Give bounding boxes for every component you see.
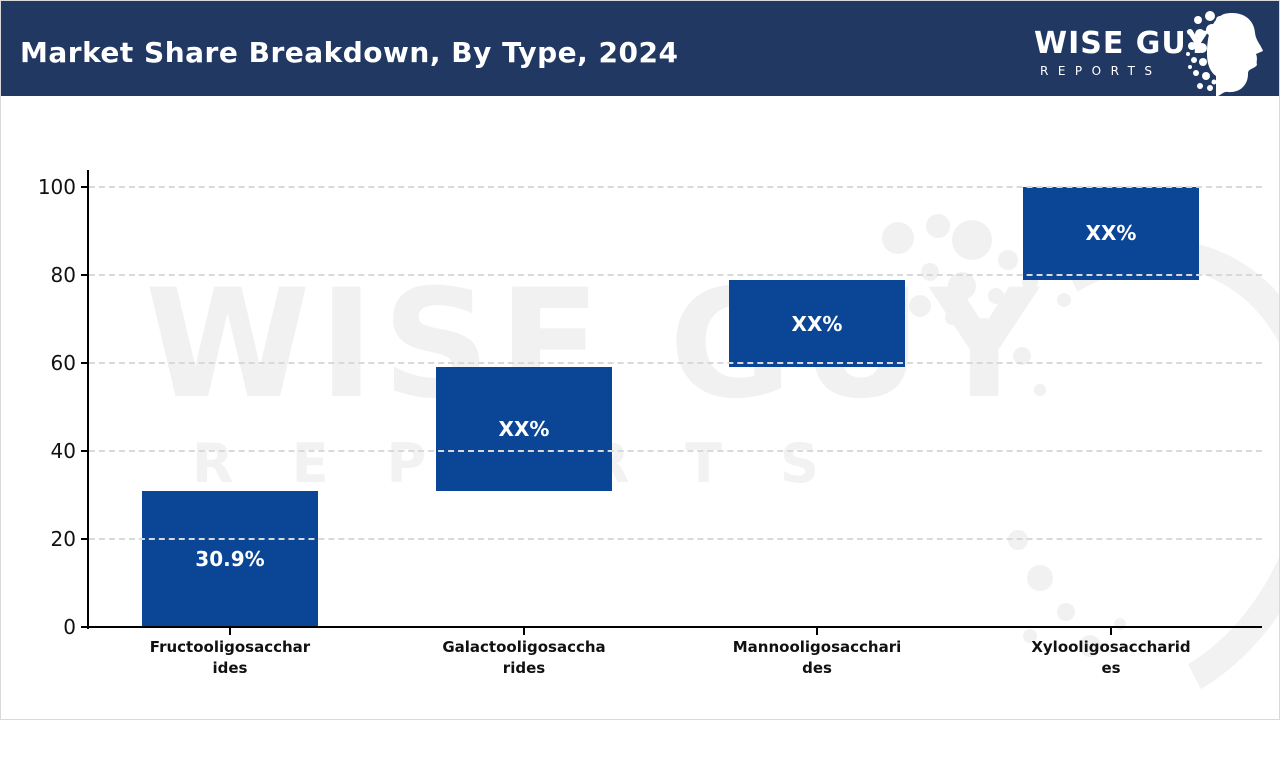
bar-value-label: 30.9%: [195, 547, 265, 571]
category-label-line: Fructooligosacchar: [149, 638, 311, 656]
x-tick-mark: [816, 628, 818, 635]
y-tick-label: 0: [63, 615, 76, 639]
y-tick-label: 100: [37, 175, 76, 199]
category-label-Fructooligosaccharides: Fructooligosacchar ides: [115, 637, 345, 679]
x-axis-spine: [88, 626, 1262, 628]
category-label-line: des: [802, 659, 832, 677]
category-label-line: rides: [502, 659, 546, 677]
category-label-line: Galactooligosaccha: [442, 638, 606, 656]
watermark-dot: [921, 263, 939, 281]
watermark-dot: [1008, 530, 1028, 550]
bar-segment-Galactooligosaccharides: XX%: [436, 367, 612, 492]
gridline-100: [89, 186, 1262, 188]
watermark-dot: [1027, 565, 1053, 591]
category-label-line: Xylooligosaccharid: [1031, 638, 1191, 656]
category-label-Mannooligosaccharides: Mannooligosacchari des: [702, 637, 932, 679]
x-tick-mark: [1110, 628, 1112, 635]
watermark-dot: [926, 214, 950, 238]
logo-face-icon: [1186, 11, 1263, 98]
brand-logo: WISE GUY REPORTS: [1012, 8, 1263, 98]
bar-value-label: XX%: [791, 311, 843, 336]
watermark-dot: [1034, 384, 1046, 396]
y-tick-label: 80: [50, 263, 76, 287]
y-tick-label: 40: [50, 439, 76, 463]
logo-wordmark: WISE GUY: [1034, 26, 1210, 61]
gridline-60: [89, 362, 1262, 364]
watermark-dot: [945, 311, 959, 325]
y-tick-mark: [81, 626, 87, 628]
watermark-dot: [1023, 629, 1037, 643]
watermark-dot: [972, 318, 996, 342]
watermark-dot: [988, 288, 1004, 304]
x-tick-mark: [523, 628, 525, 635]
bar-segment-Xylooligosaccharides: XX%: [1023, 187, 1199, 280]
watermark-dot: [1079, 635, 1101, 657]
bar-segment-Fructooligosaccharides: 30.9%: [142, 491, 318, 627]
watermark-dot: [1013, 347, 1031, 365]
y-tick-mark: [81, 186, 87, 188]
watermark-dot: [948, 272, 976, 300]
bar-value-label: XX%: [498, 417, 550, 442]
gridline-20: [89, 538, 1262, 540]
watermark-dot: [909, 295, 931, 317]
watermark-dot: [1057, 603, 1075, 621]
y-axis-spine: [87, 170, 89, 629]
y-tick-label: 60: [50, 351, 76, 375]
category-label-line: es: [1101, 659, 1121, 677]
watermark-dot: [1114, 618, 1126, 630]
y-tick-mark: [81, 538, 87, 540]
category-label-line: ides: [212, 659, 248, 677]
watermark-dot: [1057, 293, 1071, 307]
watermark-dot: [998, 250, 1018, 270]
y-tick-mark: [81, 450, 87, 452]
page-title: Market Share Breakdown, By Type, 2024: [20, 36, 679, 69]
category-label-Galactooligosaccharides: Galactooligosaccha rides: [409, 637, 639, 679]
x-tick-mark: [229, 628, 231, 635]
gridline-80: [89, 274, 1262, 276]
y-tick-mark: [81, 362, 87, 364]
category-label-line: Mannooligosacchari: [732, 638, 902, 656]
bar-value-label: XX%: [1085, 221, 1137, 246]
logo-subtitle: REPORTS: [1040, 64, 1162, 78]
gridline-40: [89, 450, 1262, 452]
y-tick-mark: [81, 274, 87, 276]
header: Market Share Breakdown, By Type, 2024 WI…: [0, 0, 1280, 98]
watermark-dot: [882, 222, 914, 254]
bar-segment-Mannooligosaccharides: XX%: [729, 279, 905, 368]
watermark-dot: [1006, 310, 1018, 322]
y-tick-label: 20: [50, 527, 76, 551]
category-label-Xylooligosaccharides: Xylooligosaccharid es: [996, 637, 1226, 679]
watermark-dot: [952, 220, 992, 260]
